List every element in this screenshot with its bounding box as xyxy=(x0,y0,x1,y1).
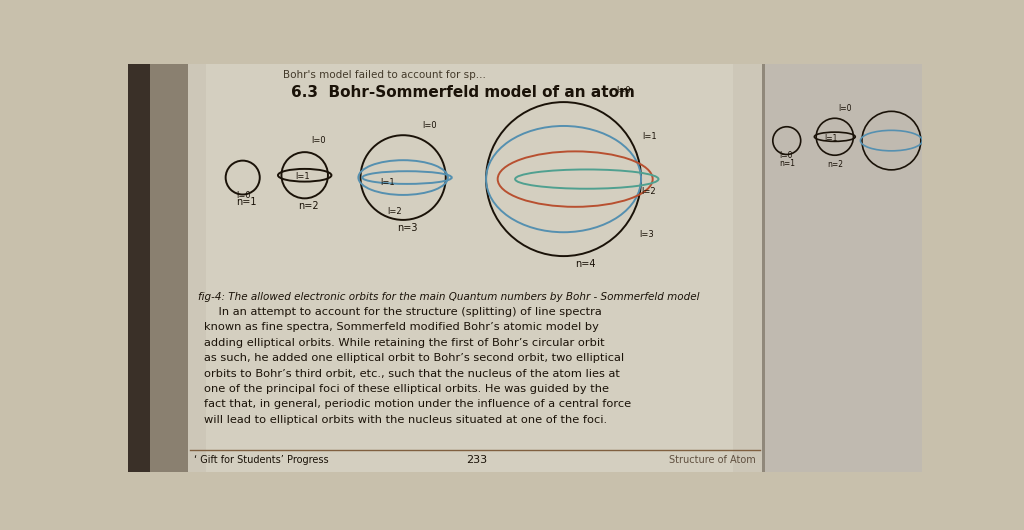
Text: l=1: l=1 xyxy=(824,134,838,143)
Text: n=1: n=1 xyxy=(779,159,795,168)
Text: fact that, in general, periodic motion under the influence of a central force: fact that, in general, periodic motion u… xyxy=(204,399,631,409)
FancyBboxPatch shape xyxy=(765,64,922,472)
Text: l=2: l=2 xyxy=(388,207,402,216)
Text: fig-4: The allowed electronic orbits for the main Quantum numbers by Bohr - Somm: fig-4: The allowed electronic orbits for… xyxy=(198,292,699,302)
Text: l=1: l=1 xyxy=(380,178,394,187)
Text: l=1: l=1 xyxy=(643,132,657,141)
Text: as such, he added one elliptical orbit to Bohr’s second orbit, two elliptical: as such, he added one elliptical orbit t… xyxy=(204,353,624,363)
FancyBboxPatch shape xyxy=(128,64,150,472)
Text: l=0: l=0 xyxy=(311,136,326,145)
FancyBboxPatch shape xyxy=(150,64,188,472)
Text: Structure of Atom: Structure of Atom xyxy=(669,455,756,465)
Text: l=0: l=0 xyxy=(839,103,852,112)
FancyBboxPatch shape xyxy=(206,64,732,472)
Text: known as fine spectra, Sommerfeld modified Bohr’s atomic model by: known as fine spectra, Sommerfeld modifi… xyxy=(204,322,599,332)
Text: l=0: l=0 xyxy=(423,120,437,129)
Text: will lead to elliptical orbits with the nucleus situated at one of the foci.: will lead to elliptical orbits with the … xyxy=(204,414,607,425)
Text: 6.3  Bohr-Sommerfeld model of an atom: 6.3 Bohr-Sommerfeld model of an atom xyxy=(291,85,635,100)
Text: l=1: l=1 xyxy=(295,172,310,181)
Text: l=0: l=0 xyxy=(237,191,251,200)
Text: n=2: n=2 xyxy=(827,160,843,169)
Text: l=2: l=2 xyxy=(641,188,655,197)
Text: orbits to Bohr’s third orbit, etc., such that the nucleus of the atom lies at: orbits to Bohr’s third orbit, etc., such… xyxy=(204,368,620,378)
Text: n=3: n=3 xyxy=(397,223,418,233)
Text: In an attempt to account for the structure (splitting) of line spectra: In an attempt to account for the structu… xyxy=(204,307,602,317)
Text: 233: 233 xyxy=(466,455,487,465)
Text: l=0: l=0 xyxy=(779,151,793,160)
Text: n=1: n=1 xyxy=(237,197,257,207)
FancyBboxPatch shape xyxy=(762,64,765,472)
FancyBboxPatch shape xyxy=(188,64,762,472)
Text: Bohr's model failed to account for sp...: Bohr's model failed to account for sp... xyxy=(283,70,485,80)
Text: one of the principal foci of these elliptical orbits. He was guided by the: one of the principal foci of these ellip… xyxy=(204,384,609,394)
Text: ‘ Gift for Students’ Progress: ‘ Gift for Students’ Progress xyxy=(194,455,329,465)
Text: l=3: l=3 xyxy=(640,230,654,239)
Text: adding elliptical orbits. While retaining the first of Bohr’s circular orbit: adding elliptical orbits. While retainin… xyxy=(204,338,604,348)
Text: n=4: n=4 xyxy=(575,259,596,269)
Text: n=2: n=2 xyxy=(299,201,319,211)
Text: l=0: l=0 xyxy=(616,86,631,95)
